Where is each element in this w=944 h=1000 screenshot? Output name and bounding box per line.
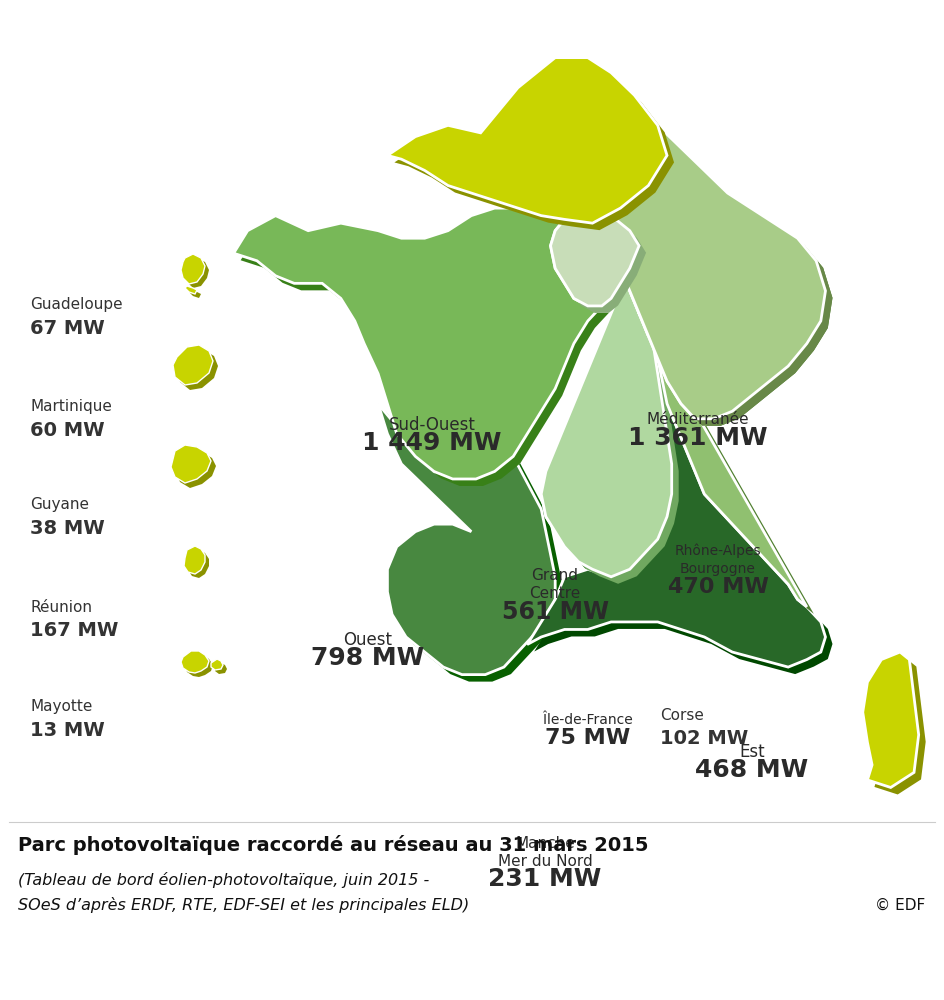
Polygon shape bbox=[541, 212, 672, 577]
Polygon shape bbox=[385, 313, 609, 682]
Text: Est: Est bbox=[739, 743, 765, 761]
Polygon shape bbox=[241, 215, 609, 486]
Text: © EDF: © EDF bbox=[875, 898, 925, 912]
Text: Île-de-France: Île-de-France bbox=[543, 713, 632, 727]
Text: Sud-Ouest: Sud-Ouest bbox=[389, 416, 476, 434]
Text: Rhône-Alpes: Rhône-Alpes bbox=[675, 544, 761, 558]
Polygon shape bbox=[185, 286, 197, 294]
Text: Guyane: Guyane bbox=[30, 497, 89, 512]
Polygon shape bbox=[609, 132, 833, 614]
Polygon shape bbox=[863, 652, 919, 787]
Text: 798 MW: 798 MW bbox=[312, 646, 425, 670]
Text: 1 361 MW: 1 361 MW bbox=[628, 426, 767, 450]
Polygon shape bbox=[869, 659, 926, 794]
Polygon shape bbox=[185, 655, 213, 677]
Text: 470 MW: 470 MW bbox=[667, 577, 768, 597]
Text: Mayotte: Mayotte bbox=[30, 700, 93, 714]
Polygon shape bbox=[188, 550, 209, 578]
Polygon shape bbox=[593, 73, 825, 419]
Text: Grand: Grand bbox=[531, 568, 579, 584]
Polygon shape bbox=[181, 651, 209, 673]
Polygon shape bbox=[178, 350, 218, 390]
Polygon shape bbox=[185, 258, 209, 288]
Polygon shape bbox=[528, 246, 825, 667]
Polygon shape bbox=[171, 445, 211, 483]
Text: 561 MW: 561 MW bbox=[501, 600, 609, 624]
Text: Bourgogne: Bourgogne bbox=[680, 562, 756, 576]
Polygon shape bbox=[184, 546, 205, 574]
Text: 75 MW: 75 MW bbox=[546, 728, 631, 748]
Polygon shape bbox=[173, 345, 213, 385]
Text: Mer du Nord: Mer du Nord bbox=[497, 854, 593, 868]
Text: 102 MW: 102 MW bbox=[660, 728, 749, 748]
Text: 67 MW: 67 MW bbox=[30, 318, 105, 338]
Text: Manche: Manche bbox=[515, 836, 575, 850]
Text: Centre: Centre bbox=[530, 586, 581, 601]
Polygon shape bbox=[534, 253, 833, 674]
Text: Ouest: Ouest bbox=[344, 631, 393, 649]
Text: Méditerranée: Méditerranée bbox=[647, 412, 750, 428]
Polygon shape bbox=[176, 450, 216, 488]
Text: Réunion: Réunion bbox=[30, 599, 92, 614]
Polygon shape bbox=[601, 125, 825, 607]
Text: 167 MW: 167 MW bbox=[30, 620, 118, 640]
Text: 1 449 MW: 1 449 MW bbox=[362, 431, 502, 455]
Polygon shape bbox=[215, 663, 227, 674]
Text: 468 MW: 468 MW bbox=[696, 758, 809, 782]
Text: SOeS d’après ERDF, RTE, EDF-SEI et les principales ELD): SOeS d’après ERDF, RTE, EDF-SEI et les p… bbox=[18, 897, 469, 913]
Text: 60 MW: 60 MW bbox=[30, 420, 105, 440]
Polygon shape bbox=[379, 306, 601, 675]
Polygon shape bbox=[387, 58, 667, 223]
Polygon shape bbox=[599, 80, 833, 426]
Polygon shape bbox=[550, 212, 639, 306]
Text: 38 MW: 38 MW bbox=[30, 518, 105, 538]
Polygon shape bbox=[234, 208, 601, 479]
Text: 231 MW: 231 MW bbox=[488, 867, 601, 891]
Polygon shape bbox=[548, 219, 679, 584]
Text: Corse: Corse bbox=[660, 708, 704, 722]
Polygon shape bbox=[181, 254, 205, 284]
Text: Parc photovoltaïque raccordé au réseau au 31 mars 2015: Parc photovoltaïque raccordé au réseau a… bbox=[18, 835, 649, 855]
Polygon shape bbox=[395, 65, 674, 230]
Text: Martinique: Martinique bbox=[30, 399, 112, 414]
Polygon shape bbox=[189, 290, 201, 298]
Polygon shape bbox=[211, 659, 223, 670]
Text: Guadeloupe: Guadeloupe bbox=[30, 298, 123, 312]
Text: 13 MW: 13 MW bbox=[30, 720, 105, 740]
Polygon shape bbox=[558, 219, 646, 313]
Text: (Tableau de bord éolien-photovoltaïque, juin 2015 -: (Tableau de bord éolien-photovoltaïque, … bbox=[18, 872, 430, 888]
